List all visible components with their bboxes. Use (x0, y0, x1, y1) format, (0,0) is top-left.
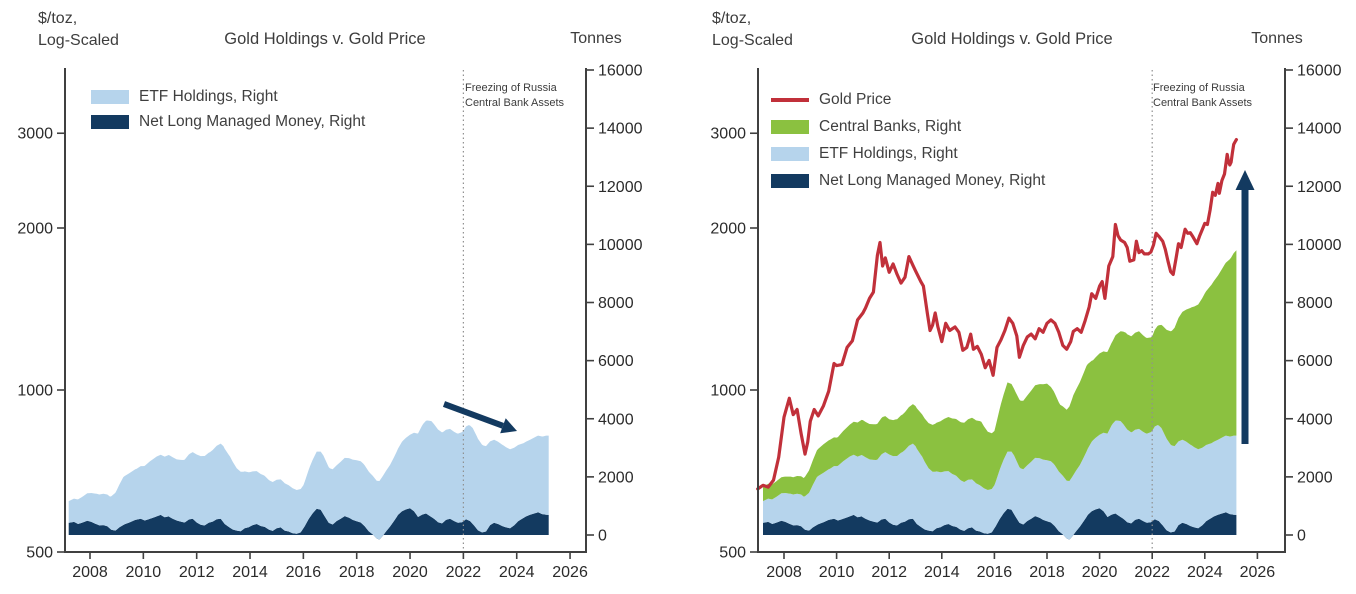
right-chart-tonnes-axis-unit: Tonnes (1251, 30, 1303, 47)
svg-text:500: 500 (26, 545, 53, 562)
svg-text:2018: 2018 (1029, 564, 1065, 581)
etf-swatch-icon (771, 146, 809, 161)
trend-arrow (1235, 170, 1255, 444)
area-etf (763, 420, 1237, 540)
svg-text:1000: 1000 (17, 383, 53, 400)
chart-left: 500 1000 2000 3000 0 2000 4000 6000 8000 10000 120… (17, 63, 642, 582)
left-chart-price-axis-unit: $/toz, Log-Scaled (38, 8, 119, 52)
legend-item-etf: ETF Holdings, Right (771, 140, 1045, 167)
svg-text:2000: 2000 (710, 221, 746, 238)
managed-money-swatch-icon (771, 173, 809, 188)
left-chart-legend: ETF Holdings, Right Net Long Managed Mon… (91, 84, 365, 134)
area-etf (68, 420, 549, 540)
annotation-line2: Central Bank Assets (465, 96, 565, 109)
svg-text:16000: 16000 (1297, 63, 1342, 80)
svg-text:6000: 6000 (598, 353, 634, 370)
area-managed_money (68, 508, 549, 540)
svg-text:4000: 4000 (1297, 411, 1333, 428)
trend-arrow (442, 401, 517, 434)
svg-text:2020: 2020 (1082, 564, 1118, 581)
svg-text:2012: 2012 (179, 564, 215, 581)
svg-text:10000: 10000 (598, 237, 643, 254)
svg-text:500: 500 (719, 545, 746, 562)
line-gold_price (756, 138, 1239, 491)
svg-text:2026: 2026 (552, 564, 588, 581)
svg-text:2000: 2000 (598, 469, 634, 486)
svg-text:2014: 2014 (924, 564, 960, 581)
svg-text:2016: 2016 (977, 564, 1013, 581)
svg-text:2026: 2026 (1240, 564, 1276, 581)
legend-label: Net Long Managed Money, Right (819, 171, 1046, 189)
legend-item-etf: ETF Holdings, Right (91, 84, 365, 109)
svg-text:6000: 6000 (1297, 353, 1333, 370)
unit-line2: Log-Scaled (38, 32, 119, 49)
legend-label: Net Long Managed Money, Right (139, 112, 366, 130)
svg-text:12000: 12000 (1297, 179, 1342, 196)
gold-price-line-swatch-icon (771, 97, 809, 102)
legend-item-managed-money: Net Long Managed Money, Right (771, 167, 1045, 194)
area-central_banks (763, 250, 1237, 502)
svg-text:2024: 2024 (1187, 564, 1223, 581)
legend-item-central-banks: Central Banks, Right (771, 113, 1045, 140)
svg-text:2020: 2020 (392, 564, 428, 581)
svg-text:2008: 2008 (766, 564, 802, 581)
annotation-line1: Freezing of Russia (465, 82, 557, 94)
svg-text:2022: 2022 (1134, 564, 1170, 581)
managed-money-swatch-icon (91, 114, 129, 129)
svg-text:2014: 2014 (232, 564, 268, 581)
annotation-line1: Freezing of Russia (1153, 82, 1245, 94)
svg-text:12000: 12000 (598, 179, 643, 196)
unit-line1: $/toz, (38, 10, 78, 27)
svg-text:4000: 4000 (598, 411, 634, 428)
legend-label: Central Banks, Right (819, 117, 962, 135)
svg-text:2008: 2008 (72, 564, 108, 581)
svg-text:1000: 1000 (710, 383, 746, 400)
svg-text:14000: 14000 (598, 121, 643, 138)
etf-swatch-icon (91, 89, 129, 104)
legend-label: ETF Holdings, Right (139, 87, 278, 105)
legend-item-managed-money: Net Long Managed Money, Right (91, 109, 365, 134)
left-chart-title: Gold Holdings v. Gold Price (224, 30, 426, 48)
chart-right: 500 1000 2000 3000 0 2000 4000 6000 8000 10000 120… (710, 63, 1341, 582)
svg-text:2024: 2024 (499, 564, 535, 581)
central-banks-swatch-icon (771, 119, 809, 134)
left-chart-tonnes-axis-unit: Tonnes (570, 30, 622, 47)
svg-text:2000: 2000 (1297, 469, 1333, 486)
annotation-line2: Central Bank Assets (1153, 96, 1253, 109)
svg-text:14000: 14000 (1297, 121, 1342, 138)
svg-text:2010: 2010 (819, 564, 855, 581)
legend-label: Gold Price (819, 90, 892, 108)
svg-text:10000: 10000 (1297, 237, 1342, 254)
svg-text:0: 0 (1297, 528, 1306, 545)
svg-text:3000: 3000 (710, 126, 746, 143)
right-chart-title: Gold Holdings v. Gold Price (911, 30, 1113, 48)
right-chart-freeze-annotation: Freezing of Russia Central Bank Assets (1153, 81, 1252, 110)
svg-text:0: 0 (598, 528, 607, 545)
svg-text:3000: 3000 (17, 126, 53, 143)
area-managed_money (763, 508, 1237, 540)
left-chart-freeze-annotation: Freezing of Russia Central Bank Assets (465, 81, 564, 110)
legend-label: ETF Holdings, Right (819, 144, 958, 162)
svg-text:2016: 2016 (286, 564, 322, 581)
svg-text:2018: 2018 (339, 564, 375, 581)
unit-line1: $/toz, (712, 10, 752, 27)
svg-text:2012: 2012 (871, 564, 907, 581)
unit-line2: Log-Scaled (712, 32, 793, 49)
right-chart-price-axis-unit: $/toz, Log-Scaled (712, 8, 793, 52)
svg-text:16000: 16000 (598, 63, 643, 80)
svg-text:8000: 8000 (1297, 295, 1333, 312)
legend-item-gold-price: Gold Price (771, 86, 1045, 113)
svg-text:8000: 8000 (598, 295, 634, 312)
svg-text:2000: 2000 (17, 221, 53, 238)
right-chart-legend: Gold Price Central Banks, Right ETF Hold… (771, 86, 1045, 194)
svg-text:2022: 2022 (446, 564, 482, 581)
svg-text:2010: 2010 (126, 564, 162, 581)
